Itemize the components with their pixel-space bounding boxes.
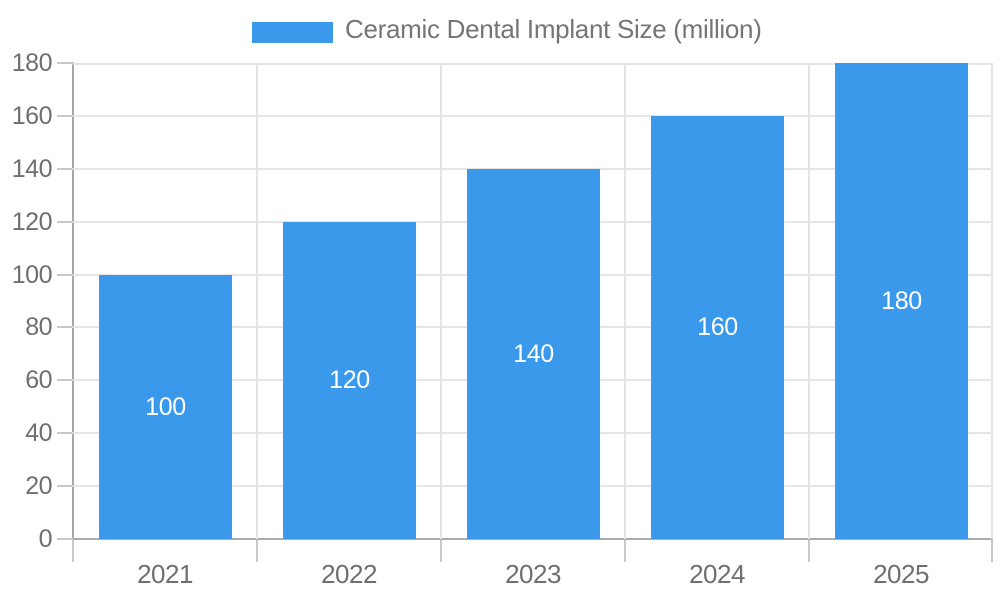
x-axis-label: 2021: [137, 559, 193, 589]
y-axis-tick: [57, 167, 73, 170]
bar-value-label: 100: [145, 392, 186, 421]
bar-value-label: 140: [513, 339, 554, 368]
category-separator-line: [256, 63, 258, 539]
x-axis-tick: [624, 540, 626, 562]
y-axis-tick: [57, 62, 73, 64]
x-axis-label: 2023: [505, 559, 561, 589]
y-axis-label: 40: [25, 419, 52, 448]
y-gridline: [73, 167, 993, 170]
y-axis-label: 100: [11, 260, 53, 289]
y-axis-tick: [57, 326, 73, 329]
bar: 180: [835, 63, 968, 539]
y-axis-label: 80: [25, 313, 52, 342]
y-axis-label: 60: [25, 366, 52, 395]
bar-value-label: 120: [329, 366, 370, 395]
y-axis-tick: [57, 432, 73, 435]
bar-value-label: 160: [697, 313, 738, 342]
y-axis-tick: [57, 220, 73, 223]
y-axis-tick: [57, 485, 73, 488]
x-axis-tick: [256, 540, 258, 562]
y-axis-label: 140: [11, 154, 53, 183]
x-axis-tick: [440, 540, 442, 562]
y-axis-tick: [57, 273, 73, 276]
bar: 120: [283, 221, 416, 539]
y-axis-label: 0: [38, 525, 53, 553]
y-gridline: [73, 114, 993, 117]
x-axis-tick: [991, 540, 993, 562]
x-axis-tick: [808, 540, 810, 562]
x-axis-label: 2024: [689, 559, 745, 589]
plot-right-border: [991, 63, 993, 539]
category-separator-line: [440, 63, 442, 539]
legend-swatch-icon: [252, 22, 333, 43]
bar: 100: [99, 274, 232, 539]
x-axis-line: [73, 538, 993, 540]
bar: 160: [651, 115, 784, 539]
x-axis-tick: [72, 540, 74, 562]
y-axis-label: 180: [11, 49, 53, 77]
y-axis-label: 160: [11, 101, 53, 130]
y-axis-label: 20: [25, 472, 52, 501]
legend-label: Ceramic Dental Implant Size (million): [345, 14, 762, 44]
y-axis-label: 120: [11, 207, 53, 236]
y-axis-tick: [57, 538, 73, 540]
y-axis-tick: [57, 379, 73, 382]
category-separator-line: [808, 63, 810, 539]
bar-value-label: 180: [881, 287, 922, 315]
plot-area: 100 120 140 160 180: [73, 63, 993, 539]
bar: 140: [467, 168, 600, 539]
y-gridline: [73, 63, 993, 65]
x-axis-label: 2022: [321, 559, 377, 589]
y-axis-line: [72, 62, 74, 540]
category-separator-line: [624, 63, 626, 539]
x-axis-label: 2025: [873, 559, 929, 589]
y-axis-tick: [57, 114, 73, 117]
